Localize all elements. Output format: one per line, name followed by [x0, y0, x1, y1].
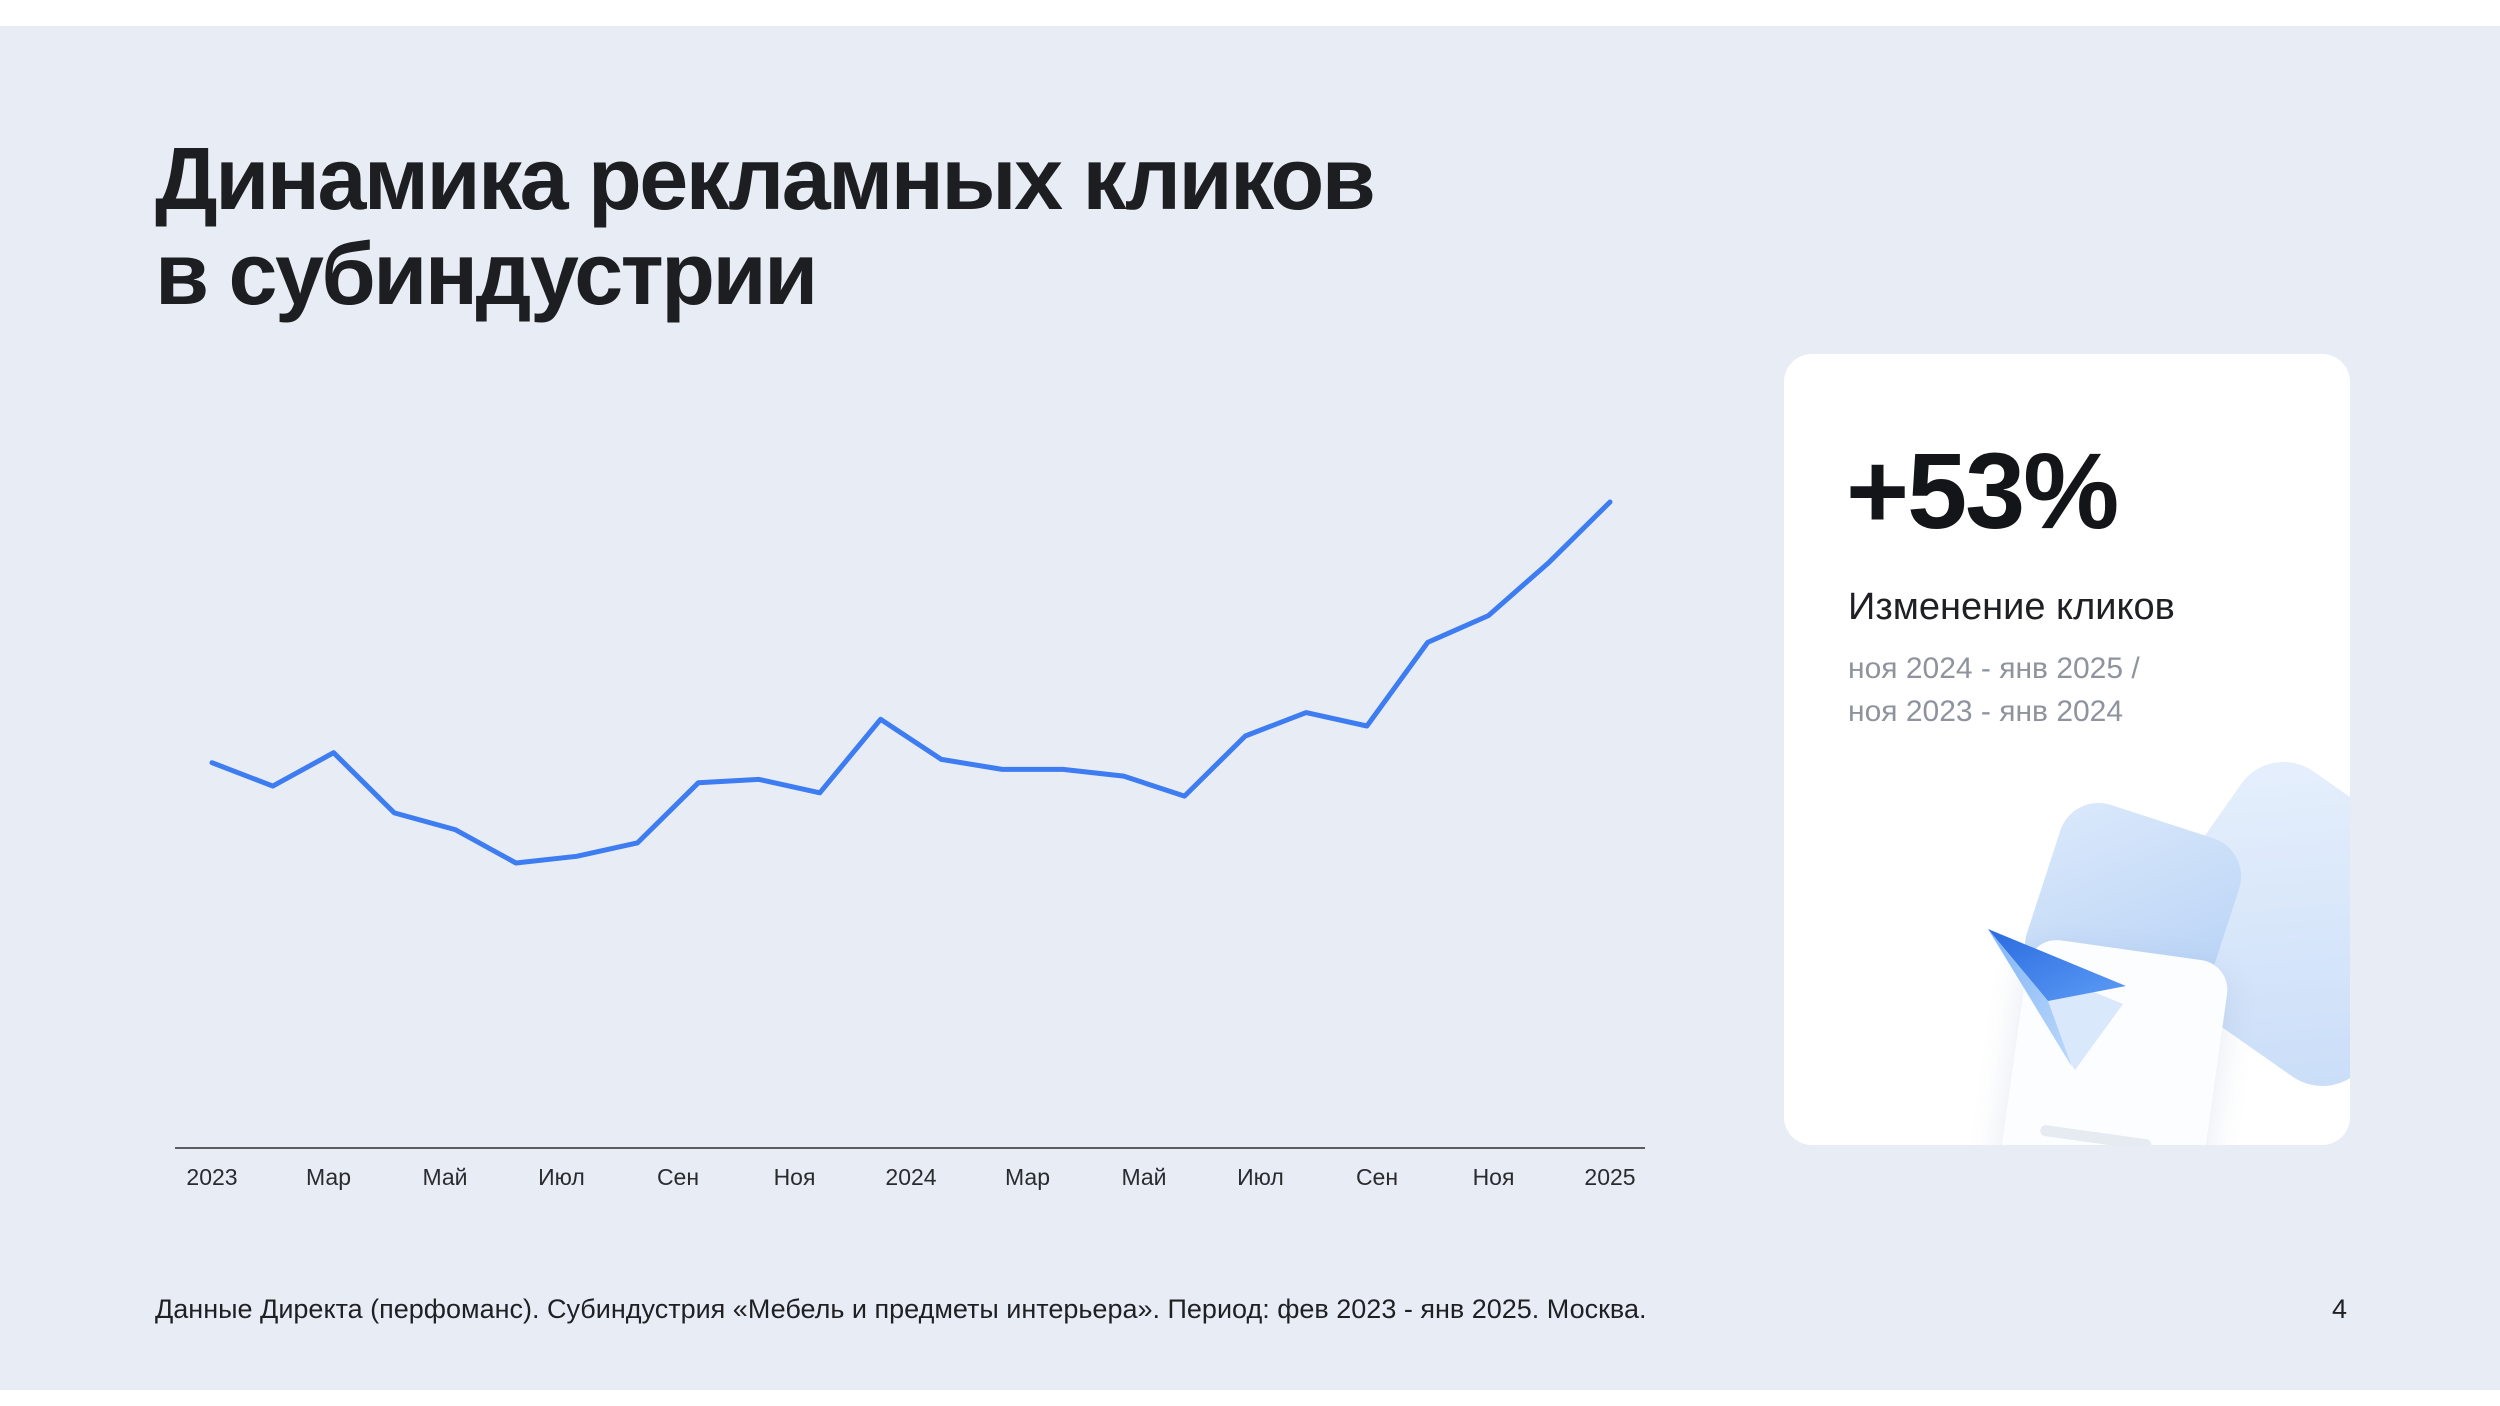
bottom-margin	[0, 1390, 2500, 1406]
x-axis-label: Ноя	[1472, 1164, 1515, 1190]
x-axis-label: Май	[1121, 1164, 1167, 1190]
document-text-line	[2039, 1124, 2153, 1145]
x-axis-line	[175, 1147, 1645, 1149]
x-axis-label: 2024	[885, 1164, 937, 1190]
line-series	[209, 499, 1613, 866]
x-axis-label: Июл	[538, 1164, 585, 1190]
stat-period: ноя 2024 - янв 2025 / ноя 2023 - янв 202…	[1848, 648, 2140, 733]
top-margin	[0, 0, 2500, 26]
x-axis-labels: 2023 Мар Май Июл Сен Ноя 2024 Мар Май Июл Сен Ноя 20…	[175, 1164, 1645, 1204]
x-axis-label: Июл	[1237, 1164, 1284, 1190]
page-title: Динамика рекламных кликов в субиндустрии	[155, 128, 1376, 323]
stat-label: Изменение кликов	[1848, 586, 2175, 628]
x-axis-label: 2025	[1584, 1164, 1636, 1190]
stat-value: +53%	[1846, 430, 2119, 551]
x-axis-label: 2023	[186, 1164, 238, 1190]
x-axis-label: Мар	[1004, 1164, 1051, 1190]
x-axis-label: Ноя	[773, 1164, 816, 1190]
page-number: 4	[2332, 1294, 2348, 1324]
x-axis-label: Май	[422, 1164, 468, 1190]
paper-plane-icon	[1988, 929, 2126, 1070]
x-axis-label: Сен	[656, 1164, 700, 1190]
page-title-line-2: в субиндустрии	[155, 223, 818, 323]
stat-period-line-2: ноя 2023 - янв 2024	[1848, 694, 2124, 728]
card-illustration	[1784, 725, 2350, 1145]
stat-card: +53% Изменение кликов ноя 2024 - янв 202…	[1784, 354, 2350, 1145]
x-axis-label: Сен	[1355, 1164, 1399, 1190]
stat-period-line-1: ноя 2024 - янв 2025 /	[1848, 652, 2140, 685]
clicks-line-chart: 2023 Мар Май Июл Сен Ноя 2024 Мар Май Июл Сен Ноя 20…	[175, 440, 1645, 1230]
footer-note: Данные Директа (перфоманс). Субиндустрия…	[155, 1294, 1647, 1324]
x-axis-label: Мар	[305, 1164, 352, 1190]
page-title-line-1: Динамика рекламных кликов	[155, 128, 1376, 228]
